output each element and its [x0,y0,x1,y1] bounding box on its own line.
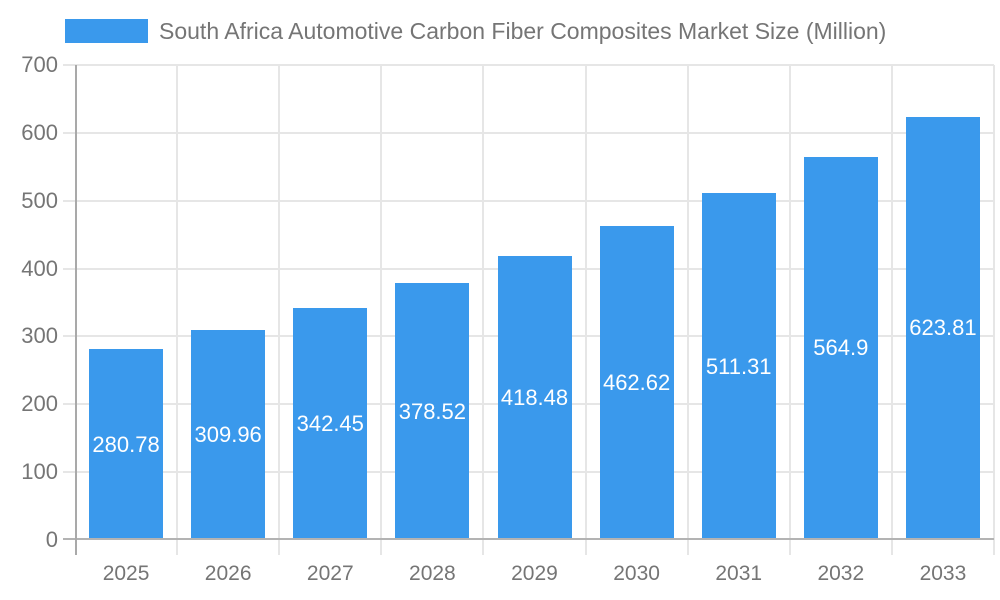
x-tick-label: 2030 [613,562,660,585]
x-tick-label: 2032 [817,562,865,585]
x-gridline [278,65,281,555]
x-axis-line [63,538,994,540]
bar[interactable] [701,193,776,540]
x-gridline [584,65,587,555]
bar[interactable] [803,156,878,540]
bar[interactable] [191,329,266,540]
bar[interactable] [497,256,572,540]
x-gridline [890,65,893,555]
y-tick-label: 400 [21,255,58,281]
x-gridline [788,65,791,555]
x-tick-label: 2033 [919,562,967,585]
x-gridline [176,65,179,555]
y-tick-label: 100 [21,459,58,485]
y-tick-label: 200 [21,391,58,417]
legend-label: South Africa Automotive Carbon Fiber Com… [159,18,887,44]
y-tick-label: 300 [21,323,58,349]
legend-swatch [65,19,148,43]
y-gridline [63,64,994,66]
x-tick-label: 2031 [715,562,763,585]
y-tick-label: 600 [21,119,58,145]
bar[interactable] [89,349,164,540]
y-tick-label: 500 [21,187,58,213]
x-gridline [482,65,485,555]
y-gridline [63,131,994,134]
x-gridline [686,65,689,555]
y-tick-label: 0 [45,527,58,552]
y-tick-label: 700 [21,52,58,77]
legend-item[interactable]: South Africa Automotive Carbon Fiber Com… [65,17,886,45]
bar[interactable] [395,283,470,540]
x-tick-label: 2028 [409,562,456,585]
y-axis-line [75,65,77,555]
bar[interactable] [293,307,368,540]
x-tick-label: 2026 [204,562,252,585]
y-gridline [63,199,994,202]
x-gridline [993,65,995,555]
x-tick-label: 2029 [511,562,558,585]
bar[interactable] [599,226,674,540]
bar[interactable] [905,116,980,540]
plot-area: 0 100 200 300 400 500 600 700 280.78 2025 309.96 20… [21,52,995,585]
x-gridline [380,65,383,555]
x-tick-label: 2027 [306,562,354,585]
x-tick-label: 2025 [102,562,150,585]
